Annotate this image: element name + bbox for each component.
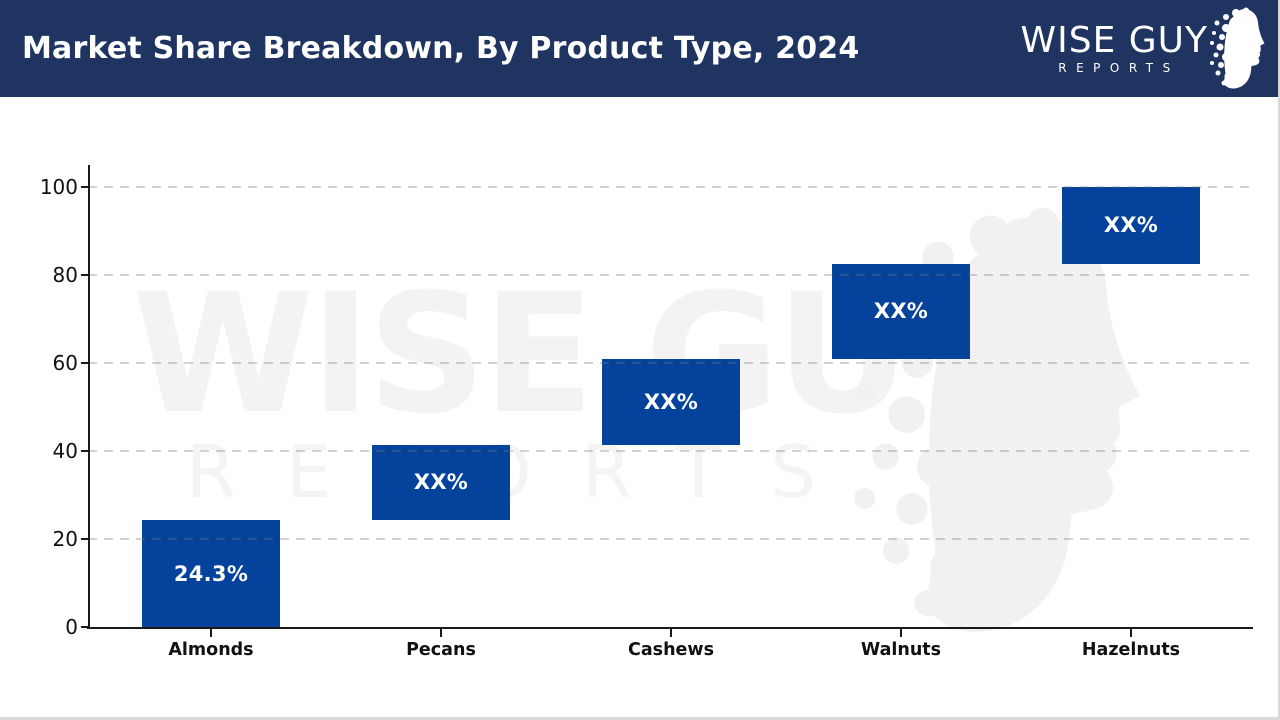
bar: 24.3% [142, 520, 280, 627]
y-tick-label: 60 [52, 351, 78, 375]
x-tick-label: Almonds [168, 640, 254, 660]
bar: XX% [372, 444, 510, 521]
bar: XX% [1062, 187, 1200, 264]
bar-value-label: XX% [1103, 213, 1159, 238]
y-tick-label: 20 [52, 527, 78, 551]
bar-value-label: XX% [643, 389, 699, 414]
y-tick [81, 450, 88, 452]
y-tick [81, 186, 88, 188]
bar-value-label: XX% [873, 299, 929, 324]
gridline [88, 274, 1253, 276]
x-axis-spine [87, 627, 1253, 629]
logo-wordmark: WISE GUY [1020, 20, 1208, 62]
x-tick [900, 629, 902, 637]
x-tick [440, 629, 442, 637]
y-tick [81, 538, 88, 540]
chart-title: Market Share Breakdown, By Product Type,… [22, 31, 860, 66]
bar: XX% [832, 263, 970, 359]
logo-face-icon [1210, 7, 1265, 89]
y-tick-label: 0 [65, 615, 78, 639]
y-tick [81, 626, 88, 628]
x-tick [210, 629, 212, 637]
y-tick [81, 274, 88, 276]
y-tick-label: 40 [52, 439, 78, 463]
y-tick-label: 100 [39, 175, 78, 199]
logo-subtitle: REPORTS [1058, 60, 1180, 75]
bar-value-label: XX% [413, 470, 469, 495]
y-axis-spine [88, 165, 90, 629]
x-tick-label: Cashews [628, 640, 714, 660]
gridline [88, 186, 1253, 188]
bar-value-label: 24.3% [173, 561, 249, 586]
x-tick-label: Walnuts [860, 640, 942, 660]
logo: WISE GUY REPORTS [1021, 7, 1267, 91]
y-tick-label: 80 [52, 263, 78, 287]
watermark-subtitle: REPORTS [186, 430, 867, 514]
logo-text: WISE GUY REPORTS [1021, 22, 1209, 75]
x-tick-label: Hazelnuts [1081, 640, 1181, 660]
gridline [88, 362, 1253, 364]
x-tick-label: Pecans [406, 640, 476, 660]
gridline [88, 450, 1253, 452]
y-tick [81, 362, 88, 364]
x-tick [1130, 629, 1132, 637]
header: Market Share Breakdown, By Product Type,… [0, 0, 1278, 97]
gridline [88, 538, 1253, 540]
bar: XX% [602, 358, 740, 445]
x-tick [670, 629, 672, 637]
